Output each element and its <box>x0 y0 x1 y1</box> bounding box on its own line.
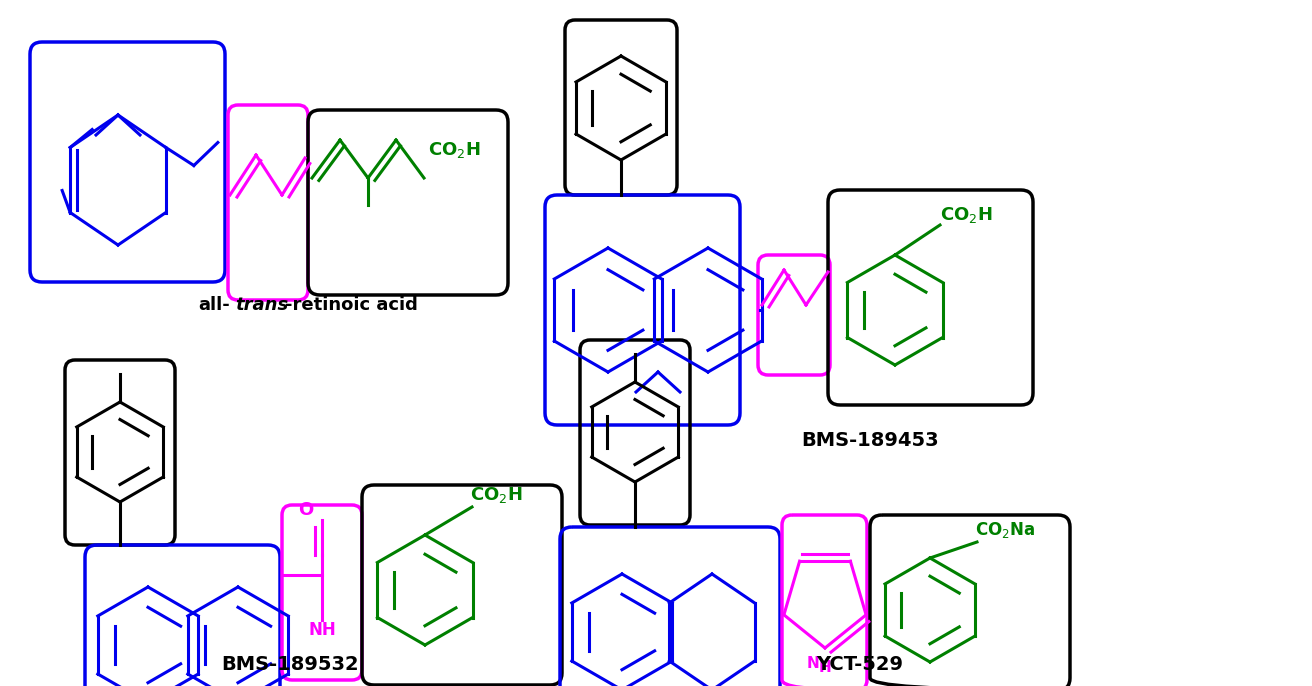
Text: H: H <box>819 660 832 675</box>
Text: CO$_2$H: CO$_2$H <box>939 205 993 225</box>
Text: N: N <box>807 656 820 671</box>
Text: trans: trans <box>235 296 289 314</box>
Text: CO$_2$Na: CO$_2$Na <box>975 520 1035 540</box>
Text: -retinoic acid: -retinoic acid <box>285 296 419 314</box>
Text: BMS-189453: BMS-189453 <box>802 431 939 449</box>
Text: NH: NH <box>308 621 336 639</box>
Text: YCT-529: YCT-529 <box>816 656 904 674</box>
Text: O: O <box>298 501 314 519</box>
Text: CO$_2$H: CO$_2$H <box>470 485 522 505</box>
Text: BMS-189532: BMS-189532 <box>222 656 358 674</box>
Text: all-: all- <box>198 296 230 314</box>
Text: CO$_2$H: CO$_2$H <box>428 140 480 160</box>
